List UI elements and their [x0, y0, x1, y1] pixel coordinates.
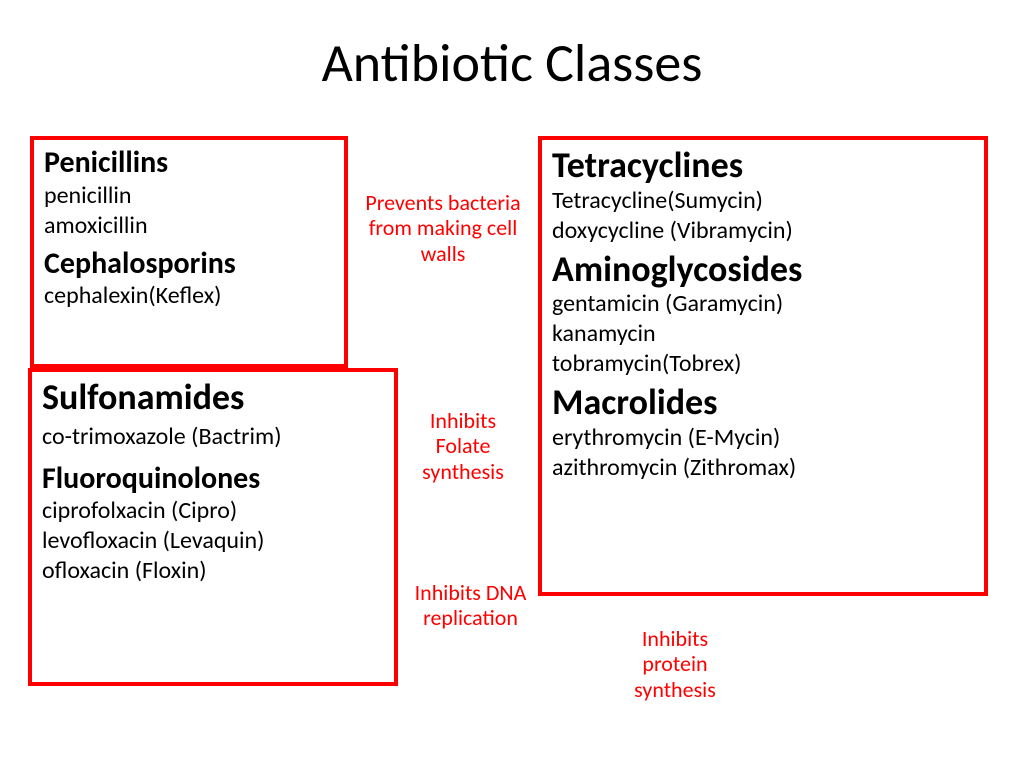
drug-kanamycin: kanamycin: [552, 319, 974, 349]
drug-gentamicin: gentamicin (Garamycin): [552, 289, 974, 319]
slide-title: Antibiotic Classes: [0, 0, 1024, 116]
drug-ciprofloxacin: ciprofolxacin (Cipro): [42, 496, 384, 526]
box-sulfonamides-fluoroquinolones: Sulfonamides co-trimoxazole (Bactrim) Fl…: [28, 368, 398, 686]
drug-ofloxacin: ofloxacin (Floxin): [42, 556, 384, 586]
class-macrolides: Macrolides: [552, 383, 974, 423]
class-sulfonamides: Sulfonamides: [42, 378, 384, 418]
box-tetracyclines-aminoglycosides-macrolides: Tetracyclines Tetracycline(Sumycin) doxy…: [538, 136, 988, 596]
note-protein: Inhibits protein synthesis: [610, 626, 740, 702]
drug-doxycycline: doxycycline (Vibramycin): [552, 216, 974, 246]
class-tetracyclines: Tetracyclines: [552, 146, 974, 186]
class-cephalosporins: Cephalosporins: [44, 247, 334, 282]
note-folate: Inhibits Folate synthesis: [408, 408, 518, 484]
drug-azithromycin: azithromycin (Zithromax): [552, 453, 974, 483]
drug-amoxicillin: amoxicillin: [44, 211, 334, 241]
drug-levofloxacin: levofloxacin (Levaquin): [42, 526, 384, 556]
drug-tobramycin: tobramycin(Tobrex): [552, 349, 974, 379]
class-aminoglycosides: Aminoglycosides: [552, 250, 974, 290]
drug-cephalexin: cephalexin(Keflex): [44, 281, 334, 311]
drug-cotrimoxazole: co-trimoxazole (Bactrim): [42, 422, 384, 452]
drug-erythromycin: erythromycin (E-Mycin): [552, 423, 974, 453]
note-dna: Inhibits DNA replication: [408, 580, 533, 631]
class-fluoroquinolones: Fluoroquinolones: [42, 462, 384, 497]
note-cell-walls: Prevents bacteria from making cell walls: [358, 190, 528, 266]
box-penicillins-cephalosporins: Penicillins penicillin amoxicillin Cepha…: [30, 136, 348, 368]
drug-tetracycline: Tetracycline(Sumycin): [552, 186, 974, 216]
drug-penicillin: penicillin: [44, 181, 334, 211]
class-penicillins: Penicillins: [44, 146, 334, 181]
